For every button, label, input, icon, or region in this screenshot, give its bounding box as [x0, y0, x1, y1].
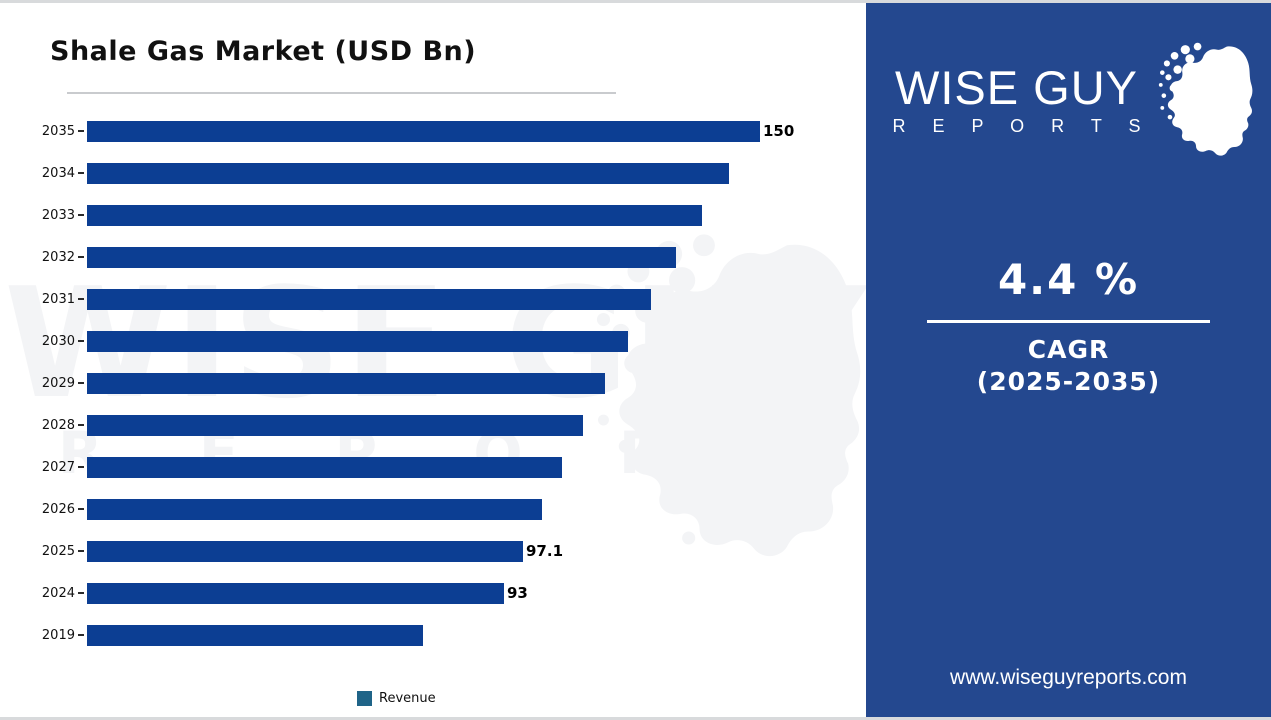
year-tick-label: 2029	[41, 375, 75, 391]
cagr-label: CAGR	[1027, 335, 1110, 364]
logo-subtitle: R E P O R T S	[892, 116, 1152, 136]
year-tick-label: 2031	[41, 291, 75, 307]
top-edge-strip	[0, 0, 1271, 3]
logo-wordmark: WISE GUY	[894, 61, 1138, 114]
year-tick-label: 2030	[41, 333, 75, 349]
axis-tick-mark	[78, 424, 84, 426]
cagr-range: (2025-2035)	[976, 367, 1161, 396]
year-tick-label: 2027	[41, 459, 75, 475]
year-tick-label: 2028	[41, 417, 75, 433]
year-tick-label: 2019	[41, 627, 75, 643]
title-divider	[67, 92, 616, 94]
bar-row: 2019	[30, 614, 794, 656]
bar-row: 2024 93	[30, 572, 794, 614]
revenue-bar	[87, 372, 605, 394]
year-tick-label: 2034	[41, 165, 75, 181]
axis-tick-mark	[78, 172, 84, 174]
wise-guy-logo: WISE GUY R E P O R T S	[866, 42, 1271, 157]
chart-legend: Revenue	[357, 691, 436, 706]
chart-panel: Shale Gas Market (USD Bn) WISE GUY R E P…	[4, 36, 866, 706]
legend-swatch	[357, 691, 372, 706]
bar-row: 2026	[30, 488, 794, 530]
logo-text: WISE GUY R E P O R T S	[881, 64, 1151, 137]
chart-title: Shale Gas Market (USD Bn)	[50, 36, 477, 67]
cagr-value: 4.4 %	[997, 255, 1140, 304]
axis-tick-mark	[78, 130, 84, 132]
axis-tick-mark	[78, 340, 84, 342]
bottom-edge-strip	[0, 717, 1271, 720]
axis-tick-mark	[78, 550, 84, 552]
axis-tick-mark	[78, 298, 84, 300]
revenue-bar	[87, 414, 583, 436]
year-tick-label: 2024	[41, 585, 75, 601]
cagr-divider	[927, 320, 1210, 323]
bar-row: 2029	[30, 362, 794, 404]
revenue-bar	[87, 120, 760, 142]
bar-row: 2033	[30, 194, 794, 236]
dotted-head-profile-icon	[1158, 42, 1252, 156]
bar-row: 2025 97.1	[30, 530, 794, 572]
axis-tick-mark	[78, 634, 84, 636]
axis-tick-mark	[78, 382, 84, 384]
website-url: www.wiseguyreports.com	[950, 666, 1187, 689]
bar-row: 2035 150	[30, 110, 794, 152]
revenue-bar	[87, 330, 628, 352]
revenue-bar	[87, 456, 562, 478]
year-tick-label: 2026	[41, 501, 75, 517]
year-tick-label: 2032	[41, 249, 75, 265]
bar-chart: 2035 150 2034 2033 2032 2031 2030 2029 2028 2027 2…	[30, 110, 794, 656]
bar-row: 2030	[30, 320, 794, 362]
bar-value-label: 97.1	[526, 542, 564, 560]
revenue-bar	[87, 624, 423, 646]
bar-value-label: 150	[763, 122, 795, 140]
year-tick-label: 2033	[41, 207, 75, 223]
bar-row: 2034	[30, 152, 794, 194]
axis-tick-mark	[78, 214, 84, 216]
cagr-block: 4.4 % CAGR (2025-2035)	[866, 255, 1271, 396]
bar-row: 2031	[30, 278, 794, 320]
revenue-bar	[87, 582, 504, 604]
year-tick-label: 2035	[41, 123, 75, 139]
bar-row: 2027	[30, 446, 794, 488]
legend-label: Revenue	[379, 691, 436, 706]
revenue-bar	[87, 540, 523, 562]
bar-row: 2032	[30, 236, 794, 278]
axis-tick-mark	[78, 592, 84, 594]
axis-tick-mark	[78, 256, 84, 258]
bar-value-label: 93	[507, 584, 528, 602]
revenue-bar	[87, 498, 542, 520]
axis-tick-mark	[78, 508, 84, 510]
revenue-bar	[87, 288, 651, 310]
bar-row: 2028	[30, 404, 794, 446]
brand-panel: WISE GUY R E P O R T S 4.4 % CAGR (2025-	[866, 0, 1271, 720]
year-tick-label: 2025	[41, 543, 75, 559]
revenue-bar	[87, 162, 729, 184]
revenue-bar	[87, 246, 676, 268]
axis-tick-mark	[78, 466, 84, 468]
revenue-bar	[87, 204, 702, 226]
